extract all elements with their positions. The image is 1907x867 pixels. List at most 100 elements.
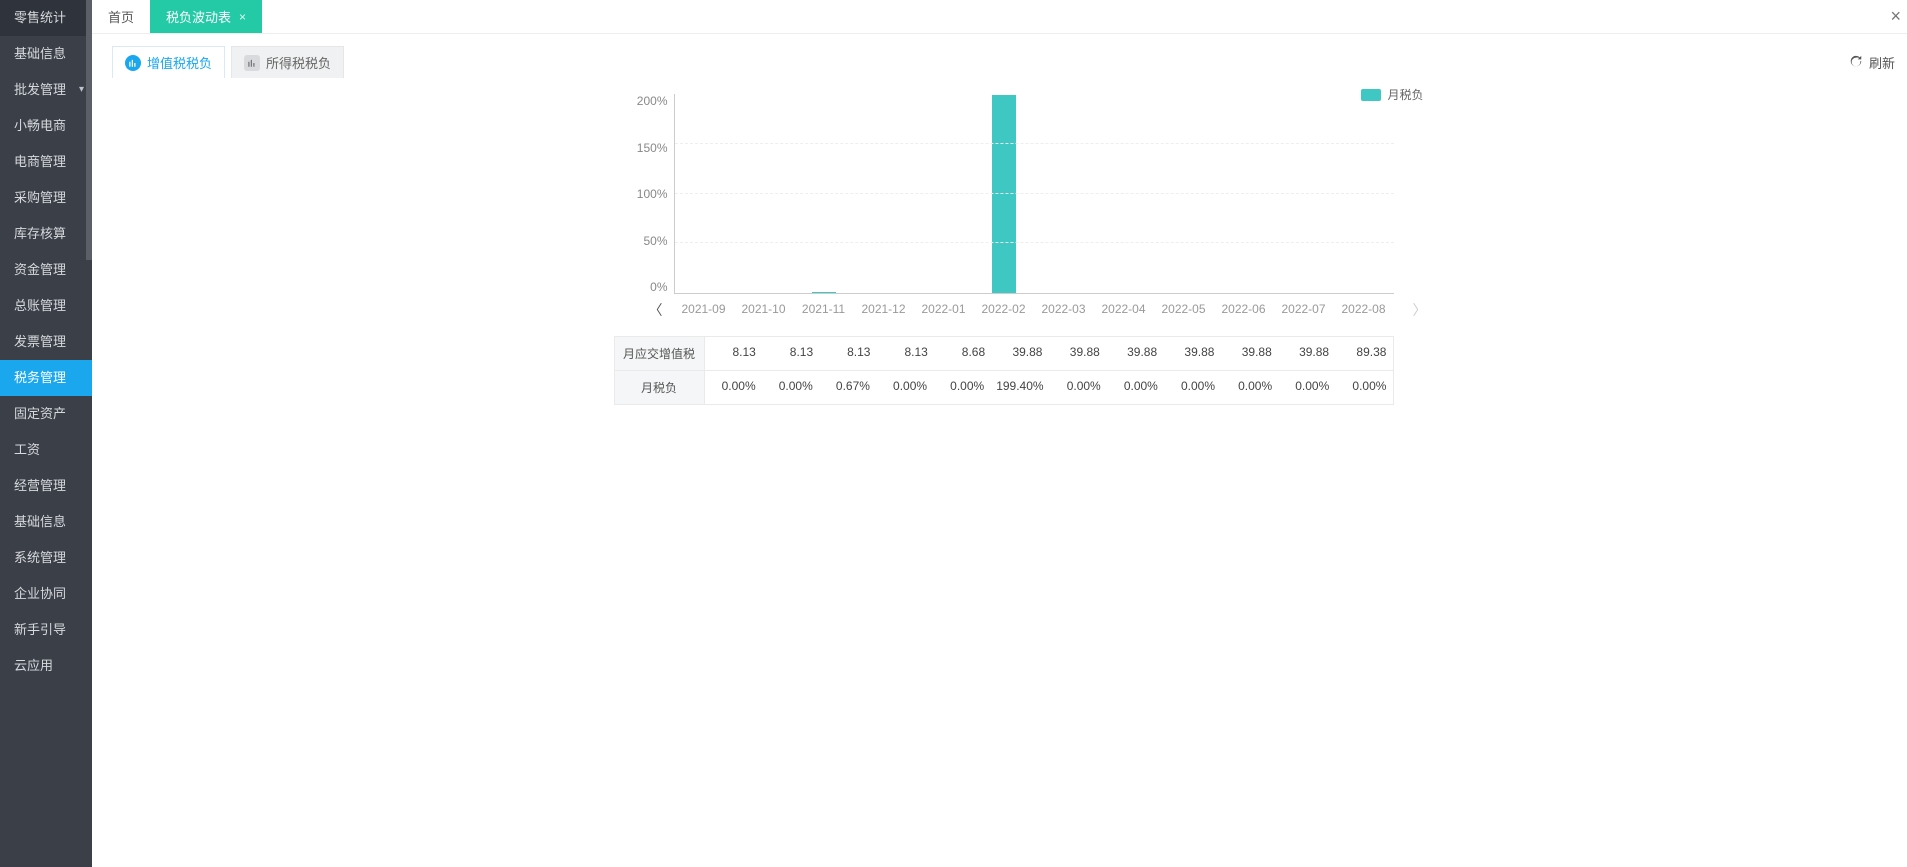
sidebar-item-13[interactable]: 经营管理 — [0, 468, 92, 504]
sidebar-item-3[interactable]: 小畅电商 — [0, 108, 92, 144]
chart-next-button[interactable]: 〉 — [1410, 300, 1430, 320]
subtab-vat[interactable]: 增值税税负 — [112, 46, 225, 78]
tab-active-label: 税负波动表 — [166, 7, 231, 26]
x-axis-labels: 2021-092021-102021-112021-122022-012022-… — [674, 294, 1394, 316]
x-tick-label: 2022-02 — [974, 294, 1034, 316]
bar-column — [1094, 94, 1154, 293]
y-tick-label: 0% — [650, 280, 667, 294]
table-cell: 0.00% — [762, 371, 819, 404]
table-cell: 0.00% — [1164, 371, 1221, 404]
tab-home[interactable]: 首页 — [92, 0, 150, 33]
sidebar-item-17[interactable]: 新手引导 — [0, 612, 92, 648]
page-tabs: 首页 税负波动表 × × — [92, 0, 1907, 34]
table-cell: 8.13 — [876, 337, 933, 370]
y-tick-label: 50% — [643, 234, 667, 248]
table-cell: 0.00% — [705, 371, 762, 404]
sidebar-item-2[interactable]: 批发管理▾ — [0, 72, 92, 108]
sidebar-item-14[interactable]: 基础信息 — [0, 504, 92, 540]
refresh-label: 刷新 — [1869, 53, 1895, 72]
y-tick-label: 150% — [637, 141, 668, 155]
sidebar-item-7[interactable]: 资金管理 — [0, 252, 92, 288]
table-cell: 0.00% — [933, 371, 990, 404]
table-cell: 199.40% — [990, 371, 1049, 404]
sidebar-item-16[interactable]: 企业协同 — [0, 576, 92, 612]
sidebar-item-9[interactable]: 发票管理 — [0, 324, 92, 360]
sidebar-item-4[interactable]: 电商管理 — [0, 144, 92, 180]
table-cell: 8.68 — [934, 337, 991, 370]
tab-tax-fluctuation[interactable]: 税负波动表 × — [150, 0, 262, 33]
row-header: 月应交增值税 — [615, 337, 705, 370]
table-cell: 0.00% — [1107, 371, 1164, 404]
refresh-button[interactable]: 刷新 — [1849, 53, 1895, 72]
sidebar-item-6[interactable]: 库存核算 — [0, 216, 92, 252]
sidebar-item-15[interactable]: 系统管理 — [0, 540, 92, 576]
table-cell: 0.67% — [819, 371, 876, 404]
x-tick-label: 2022-01 — [914, 294, 974, 316]
data-table: 月应交增值税 8.138.138.138.138.6839.8839.8839.… — [614, 336, 1394, 405]
x-tick-label: 2022-07 — [1274, 294, 1334, 316]
sidebar-item-18[interactable]: 云应用 — [0, 648, 92, 684]
subtabs: 增值税税负 所得税税负 刷新 — [100, 42, 1907, 82]
x-tick-label: 2022-04 — [1094, 294, 1154, 316]
sidebar-item-10[interactable]: 税务管理 — [0, 360, 92, 396]
table-cell: 39.88 — [1048, 337, 1105, 370]
table-cell: 0.00% — [1050, 371, 1107, 404]
main: 首页 税负波动表 × × 增值税税负 所得税税负 — [92, 0, 1907, 867]
tab-home-label: 首页 — [108, 7, 134, 26]
bar-column — [734, 94, 794, 293]
close-tab-icon[interactable]: × — [239, 10, 246, 24]
chart: 月税负 200%150%100%50%0% 2021-092021-102021… — [614, 94, 1394, 316]
table-cell: 0.00% — [876, 371, 933, 404]
sidebar-item-11[interactable]: 固定资产 — [0, 396, 92, 432]
table-cell: 39.88 — [991, 337, 1048, 370]
table-cell: 8.13 — [705, 337, 762, 370]
table-cell: 0.00% — [1221, 371, 1278, 404]
table-cell: 0.00% — [1278, 371, 1335, 404]
y-tick-label: 200% — [637, 94, 668, 108]
x-tick-label: 2022-05 — [1154, 294, 1214, 316]
table-cell: 39.88 — [1106, 337, 1163, 370]
vat-icon — [125, 55, 141, 71]
bar-column — [1334, 94, 1394, 293]
x-tick-label: 2022-06 — [1214, 294, 1274, 316]
bar[interactable] — [812, 292, 836, 293]
x-tick-label: 2021-11 — [794, 294, 854, 316]
bar-column — [974, 94, 1034, 293]
sidebar-item-0[interactable]: 零售统计 — [0, 0, 92, 36]
close-all-icon[interactable]: × — [1890, 6, 1901, 27]
table-cell: 8.13 — [819, 337, 876, 370]
sidebar: 零售统计基础信息批发管理▾小畅电商电商管理采购管理库存核算资金管理总账管理发票管… — [0, 0, 92, 867]
subtab-vat-label: 增值税税负 — [147, 53, 212, 72]
y-axis-labels: 200% 150% 100% 50% 0% — [614, 94, 674, 294]
x-tick-label: 2021-09 — [674, 294, 734, 316]
bar[interactable] — [992, 95, 1016, 293]
x-tick-label: 2022-03 — [1034, 294, 1094, 316]
sidebar-item-1[interactable]: 基础信息 — [0, 36, 92, 72]
table-row: 月税负 0.00%0.00%0.67%0.00%0.00%199.40%0.00… — [615, 370, 1393, 404]
x-tick-label: 2022-08 — [1334, 294, 1394, 316]
sidebar-item-12[interactable]: 工资 — [0, 432, 92, 468]
bar-column — [854, 94, 914, 293]
chart-plot — [674, 94, 1394, 294]
table-cell: 39.88 — [1220, 337, 1277, 370]
table-row: 月应交增值税 8.138.138.138.138.6839.8839.8839.… — [615, 337, 1393, 370]
caret-icon: ▾ — [79, 72, 84, 108]
income-icon — [244, 55, 260, 71]
subtab-income[interactable]: 所得税税负 — [231, 46, 344, 78]
sidebar-item-8[interactable]: 总账管理 — [0, 288, 92, 324]
y-tick-label: 100% — [637, 187, 668, 201]
bar-column — [1274, 94, 1334, 293]
x-tick-label: 2021-10 — [734, 294, 794, 316]
table-cell: 39.88 — [1278, 337, 1335, 370]
bar-column — [1034, 94, 1094, 293]
card: 增值税税负 所得税税负 刷新 月税负 — [100, 42, 1907, 405]
bar-column — [675, 94, 735, 293]
table-cell: 0.00% — [1335, 371, 1392, 404]
sidebar-item-5[interactable]: 采购管理 — [0, 180, 92, 216]
bar-column — [914, 94, 974, 293]
chart-prev-button[interactable]: 〈 — [646, 300, 666, 320]
bar-column — [1214, 94, 1274, 293]
table-cell: 89.38 — [1335, 337, 1392, 370]
x-tick-label: 2021-12 — [854, 294, 914, 316]
content: 增值税税负 所得税税负 刷新 月税负 — [92, 34, 1907, 867]
